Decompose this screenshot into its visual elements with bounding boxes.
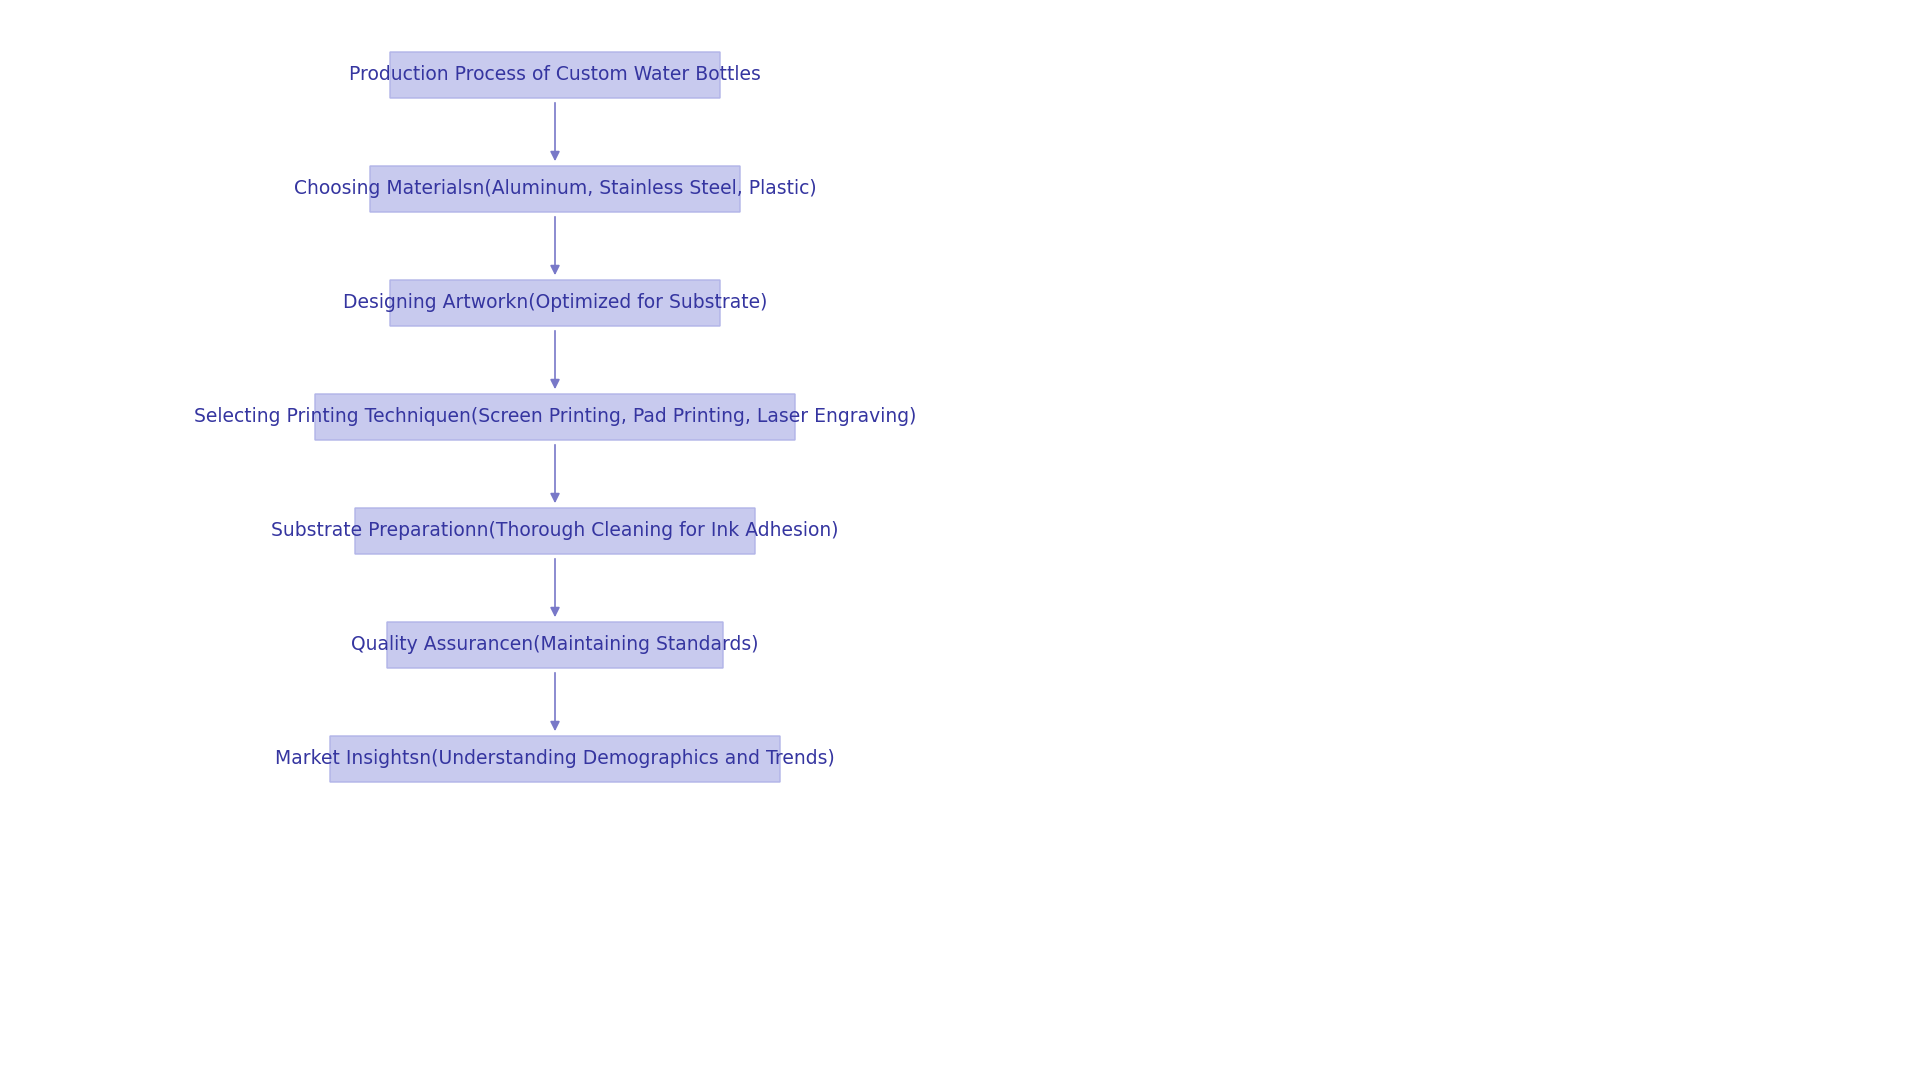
FancyBboxPatch shape <box>315 394 795 440</box>
FancyBboxPatch shape <box>390 280 720 326</box>
FancyBboxPatch shape <box>330 736 780 782</box>
Text: Designing Artworkn(Optimized for Substrate): Designing Artworkn(Optimized for Substra… <box>344 293 768 313</box>
Text: Market Insightsn(Understanding Demographics and Trends): Market Insightsn(Understanding Demograph… <box>275 749 835 769</box>
FancyBboxPatch shape <box>371 166 739 212</box>
Text: Production Process of Custom Water Bottles: Production Process of Custom Water Bottl… <box>349 65 760 84</box>
Text: Substrate Preparationn(Thorough Cleaning for Ink Adhesion): Substrate Preparationn(Thorough Cleaning… <box>271 522 839 540</box>
Text: Choosing Materialsn(Aluminum, Stainless Steel, Plastic): Choosing Materialsn(Aluminum, Stainless … <box>294 180 816 198</box>
FancyBboxPatch shape <box>388 622 724 668</box>
Text: Quality Assurancen(Maintaining Standards): Quality Assurancen(Maintaining Standards… <box>351 636 758 654</box>
FancyBboxPatch shape <box>390 52 720 97</box>
Text: Selecting Printing Techniquen(Screen Printing, Pad Printing, Laser Engraving): Selecting Printing Techniquen(Screen Pri… <box>194 407 916 427</box>
FancyBboxPatch shape <box>355 508 755 554</box>
